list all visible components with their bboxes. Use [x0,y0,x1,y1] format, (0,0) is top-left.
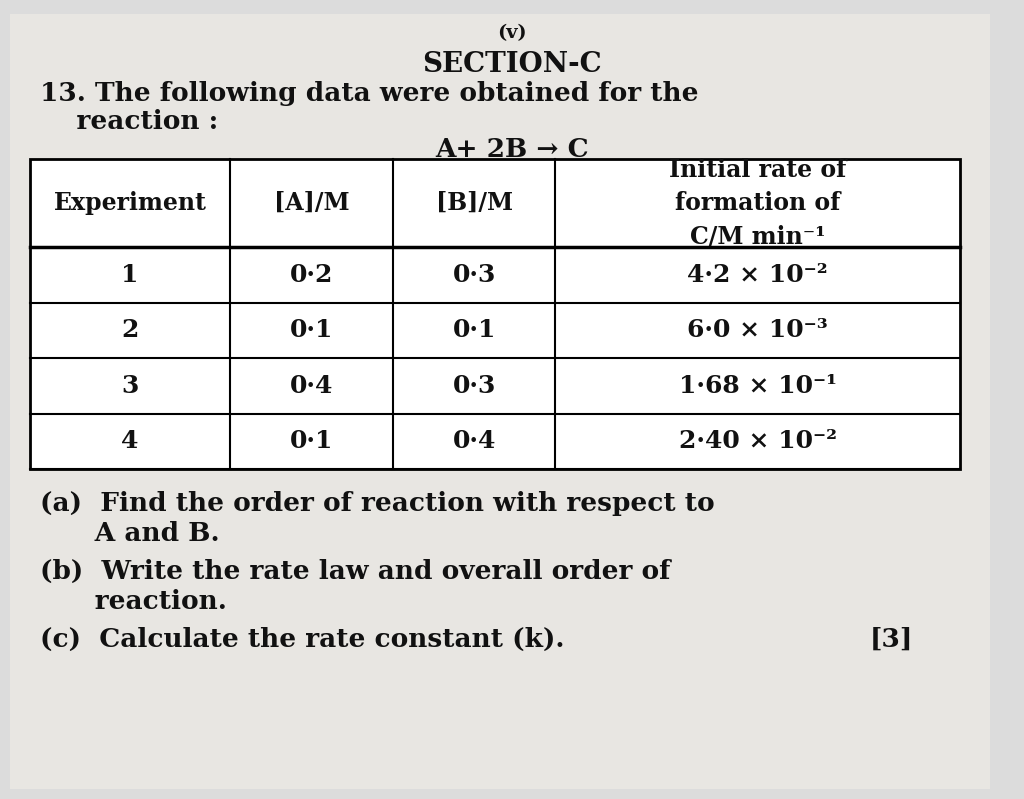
Text: Experiment: Experiment [53,191,207,215]
Text: 3: 3 [121,374,138,398]
Text: 6·0 × 10⁻³: 6·0 × 10⁻³ [687,319,828,343]
Text: 4·2 × 10⁻²: 4·2 × 10⁻² [687,263,828,287]
Text: Initial rate of
formation of
C/M min⁻¹: Initial rate of formation of C/M min⁻¹ [669,157,847,248]
Text: 0·1: 0·1 [290,319,333,343]
Text: 0·1: 0·1 [453,319,496,343]
Text: 0·1: 0·1 [290,429,333,453]
Text: 4: 4 [121,429,138,453]
Text: (a)  Find the order of reaction with respect to: (a) Find the order of reaction with resp… [40,491,715,516]
Text: [3]: [3] [870,627,913,652]
Text: 1·68 × 10⁻¹: 1·68 × 10⁻¹ [679,374,837,398]
Text: [B]/M: [B]/M [435,191,513,215]
Text: A and B.: A and B. [40,521,219,546]
Text: (v): (v) [498,24,526,42]
Text: 1: 1 [121,263,138,287]
Text: reaction.: reaction. [40,589,227,614]
Text: 13. The following data were obtained for the: 13. The following data were obtained for… [40,81,698,106]
Text: 0·3: 0·3 [453,374,496,398]
Text: 0·3: 0·3 [453,263,496,287]
Bar [30,159,961,469]
Text: [A]/M: [A]/M [273,191,349,215]
Bar [30,159,961,469]
Text: SECTION-C: SECTION-C [422,51,602,78]
Text: 0·4: 0·4 [453,429,496,453]
Text: reaction :: reaction : [40,109,218,134]
Text: (b)  Write the rate law and overall order of: (b) Write the rate law and overall order… [40,559,671,584]
Text: 2·40 × 10⁻²: 2·40 × 10⁻² [679,429,837,453]
Text: 0·4: 0·4 [290,374,333,398]
Text: 0·2: 0·2 [290,263,333,287]
Text: A+ 2B → C: A+ 2B → C [435,137,589,162]
Text: 2: 2 [121,319,138,343]
Text: (c)  Calculate the rate constant (k).: (c) Calculate the rate constant (k). [40,627,564,652]
